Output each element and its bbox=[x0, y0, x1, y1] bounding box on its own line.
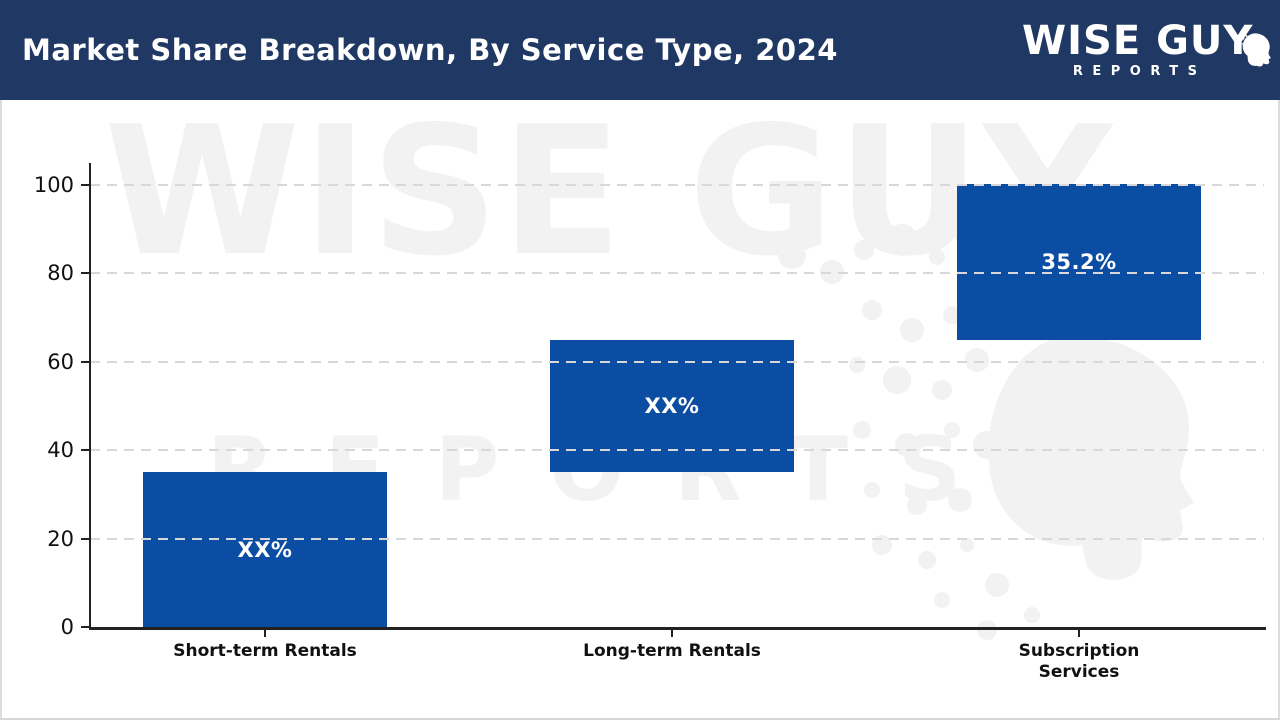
bar-value-label: XX% bbox=[237, 537, 293, 562]
y-tick-label: 0 bbox=[60, 615, 74, 639]
header-bar: Market Share Breakdown, By Service Type,… bbox=[0, 0, 1280, 100]
y-tick-mark bbox=[81, 360, 89, 363]
x-tick-mark bbox=[671, 629, 673, 637]
y-tick-mark bbox=[81, 184, 89, 186]
bar-segment: 35.2% bbox=[957, 184, 1201, 340]
y-tick-mark bbox=[81, 272, 89, 275]
bar-segment: XX% bbox=[550, 339, 794, 473]
x-tick-mark bbox=[264, 629, 266, 637]
bar-segment: XX% bbox=[143, 472, 387, 627]
gridline bbox=[90, 449, 1264, 452]
gridline bbox=[90, 537, 1264, 540]
y-tick-label: 40 bbox=[47, 438, 74, 463]
y-tick-label: 60 bbox=[47, 349, 74, 374]
x-category-label: Long-term Rentals bbox=[583, 641, 761, 661]
gridline bbox=[90, 272, 1264, 275]
watermark-face-graphic bbox=[778, 223, 1194, 640]
x-tick-mark bbox=[1078, 629, 1080, 637]
dotted-face-icon bbox=[1242, 33, 1272, 67]
brand-logo: WISE GUY REPORTS bbox=[1022, 6, 1272, 94]
y-tick-mark bbox=[81, 537, 89, 540]
brand-subtitle: REPORTS bbox=[1072, 64, 1207, 79]
page-title: Market Share Breakdown, By Service Type,… bbox=[22, 33, 838, 67]
gridline bbox=[90, 360, 1264, 363]
y-tick-label: 20 bbox=[47, 526, 74, 551]
x-axis-line bbox=[89, 627, 1266, 630]
y-axis-line bbox=[89, 163, 91, 629]
x-category-label: Subscription Services bbox=[1018, 641, 1140, 683]
y-tick-mark bbox=[81, 449, 89, 452]
brand-wordmark: WISE GUY REPORTS bbox=[1022, 21, 1253, 79]
gridline bbox=[90, 184, 1264, 186]
y-tick-label: 80 bbox=[47, 261, 74, 286]
bar-value-label: XX% bbox=[644, 393, 700, 418]
bar-value-label: 35.2% bbox=[1041, 249, 1117, 274]
y-tick-label: 100 bbox=[33, 173, 74, 197]
y-tick-mark bbox=[81, 626, 89, 628]
x-category-label: Short-term Rentals bbox=[173, 641, 357, 661]
brand-name: WISE GUY bbox=[1022, 18, 1254, 64]
chart-canvas: WISE GUY REPORTS XX%Short-term RentalsXX… bbox=[0, 88, 1280, 720]
